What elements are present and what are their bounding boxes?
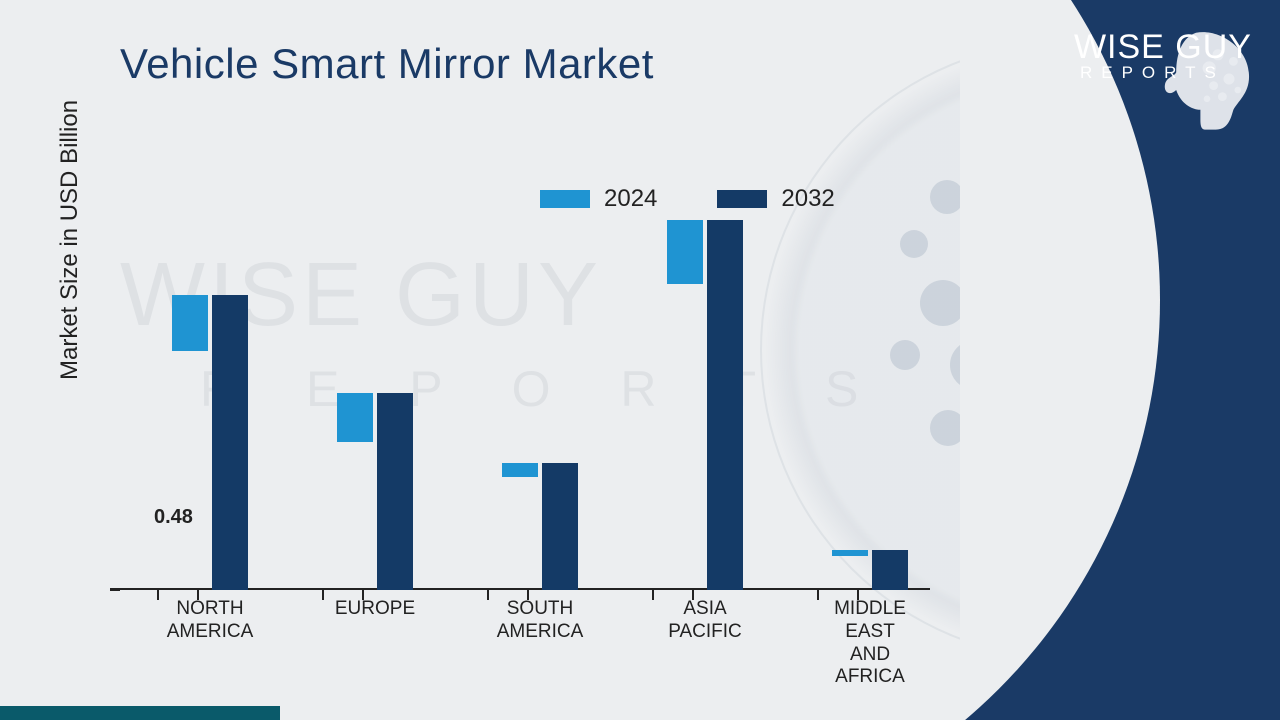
legend-swatch-2032 xyxy=(717,190,767,208)
legend-item-2032: 2032 xyxy=(717,185,834,213)
chart-canvas: WISE GUY R E P O R T S WISE GUY REP xyxy=(0,0,1280,720)
y-axis-label: Market Size in USD Billion xyxy=(56,100,84,380)
bar-group: SOUTHAMERICA xyxy=(470,463,610,590)
legend-swatch-2024 xyxy=(540,190,590,208)
bar-group: MIDDLEEASTANDAFRICA xyxy=(800,550,940,590)
bar-2024 xyxy=(502,463,538,477)
bar-group: ASIAPACIFIC xyxy=(635,220,775,590)
brand-logo: WISE GUY REPORTS xyxy=(1074,28,1252,83)
bar-2024 xyxy=(667,220,703,284)
category-label: ASIAPACIFIC xyxy=(625,590,785,644)
category-label: SOUTHAMERICA xyxy=(460,590,620,644)
plot-area: NORTHAMERICAEUROPESOUTHAMERICAASIAPACIFI… xyxy=(110,220,930,590)
bar-2024 xyxy=(832,550,868,557)
bar-2032 xyxy=(212,295,248,590)
category-label: MIDDLEEASTANDAFRICA xyxy=(790,590,950,689)
bar-2032 xyxy=(377,393,413,590)
logo-line-1: WISE GUY xyxy=(1074,28,1252,67)
bar-group: NORTHAMERICA xyxy=(140,295,280,590)
legend-label-2032: 2032 xyxy=(781,185,834,213)
page-title: Vehicle Smart Mirror Market xyxy=(120,40,654,88)
bar-2024 xyxy=(337,393,373,442)
value-label: 0.48 xyxy=(154,506,193,529)
bar-group: EUROPE xyxy=(305,393,445,590)
bar-2032 xyxy=(707,220,743,590)
legend-item-2024: 2024 xyxy=(540,185,657,213)
bottom-accent-strip xyxy=(0,706,280,720)
legend-label-2024: 2024 xyxy=(604,185,657,213)
bar-2032 xyxy=(542,463,578,590)
bar-2024 xyxy=(172,295,208,351)
legend: 2024 2032 xyxy=(540,185,835,213)
category-label: EUROPE xyxy=(295,590,455,621)
category-label: NORTHAMERICA xyxy=(130,590,290,644)
bar-2032 xyxy=(872,550,908,590)
